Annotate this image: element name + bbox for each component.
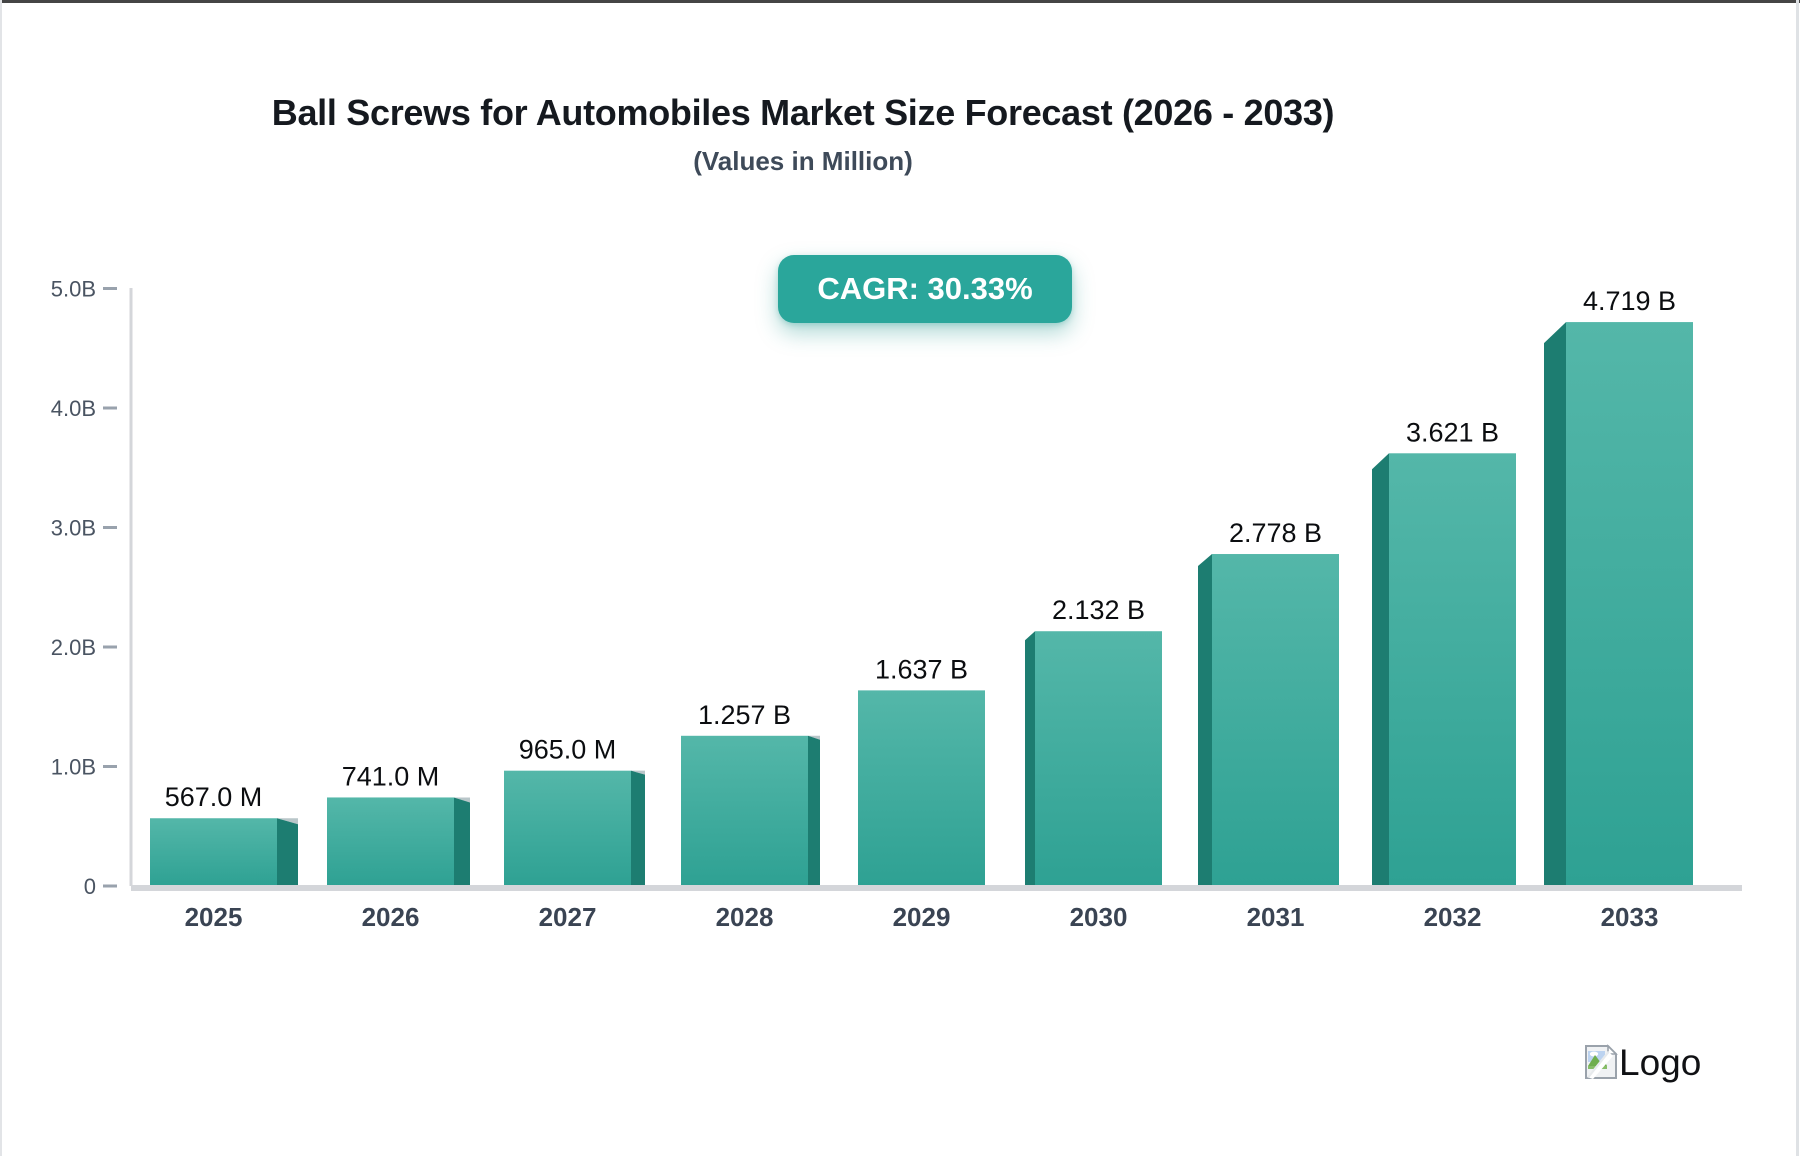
bar-side-face — [1544, 322, 1566, 887]
bar-value-label: 2.132 B — [1052, 595, 1145, 625]
bar-value-label: 965.0 M — [519, 735, 617, 765]
bar-value-label: 4.719 B — [1583, 286, 1676, 316]
x-category-label: 2026 — [362, 902, 420, 932]
x-axis-line — [131, 885, 1742, 891]
x-category-label: 2025 — [185, 902, 243, 932]
y-tick-label: 4.0B — [51, 396, 96, 421]
x-category-label: 2033 — [1601, 902, 1659, 932]
broken-image-icon — [1585, 1044, 1618, 1079]
bar-side-face — [277, 818, 298, 886]
y-tick-label: 1.0B — [51, 755, 96, 780]
x-category-label: 2028 — [716, 902, 774, 932]
bar-2027 — [504, 770, 631, 886]
y-tick-label: 5.0B — [51, 277, 96, 302]
chart-subtitle: (Values in Million) — [693, 146, 913, 176]
bar-2032 — [1389, 453, 1516, 886]
cagr-badge-label: CAGR: 30.33% — [817, 271, 1033, 306]
chart-title: Ball Screws for Automobiles Market Size … — [271, 92, 1335, 133]
bar-2031 — [1212, 554, 1339, 886]
bar-value-label: 741.0 M — [342, 761, 440, 791]
y-tick-label: 3.0B — [51, 516, 96, 541]
bar-value-label: 2.778 B — [1229, 518, 1322, 548]
logo-alt-text: Logo — [1619, 1041, 1702, 1083]
bar-2028 — [681, 735, 808, 886]
y-axis-line — [129, 288, 133, 886]
bar-side-face — [808, 735, 820, 886]
cagr-badge: CAGR: 30.33% — [778, 255, 1072, 323]
bar-2030 — [1035, 631, 1162, 886]
x-category-label: 2027 — [539, 902, 597, 932]
bar-side-face — [1198, 554, 1212, 886]
x-category-label: 2030 — [1070, 902, 1128, 932]
bar-value-label: 1.637 B — [875, 654, 968, 684]
y-tick-label: 2.0B — [51, 635, 96, 660]
bar-2026 — [327, 797, 454, 886]
bar-side-face — [631, 770, 645, 886]
bar-2025 — [150, 818, 277, 886]
logo: Logo — [1584, 1040, 1701, 1084]
x-category-label: 2032 — [1424, 902, 1482, 932]
x-category-label: 2031 — [1247, 902, 1305, 932]
bar-side-face — [1372, 453, 1389, 886]
bar-value-label: 1.257 B — [698, 700, 791, 730]
bar-side-face — [1025, 631, 1035, 886]
bar-value-label: 567.0 M — [165, 782, 263, 812]
bar-2033 — [1566, 322, 1693, 887]
bar-side-face — [454, 797, 470, 886]
x-category-label: 2029 — [893, 902, 951, 932]
bar-value-label: 3.621 B — [1406, 417, 1499, 447]
bar-2029 — [858, 690, 985, 886]
y-tick-label: 0 — [84, 874, 96, 899]
